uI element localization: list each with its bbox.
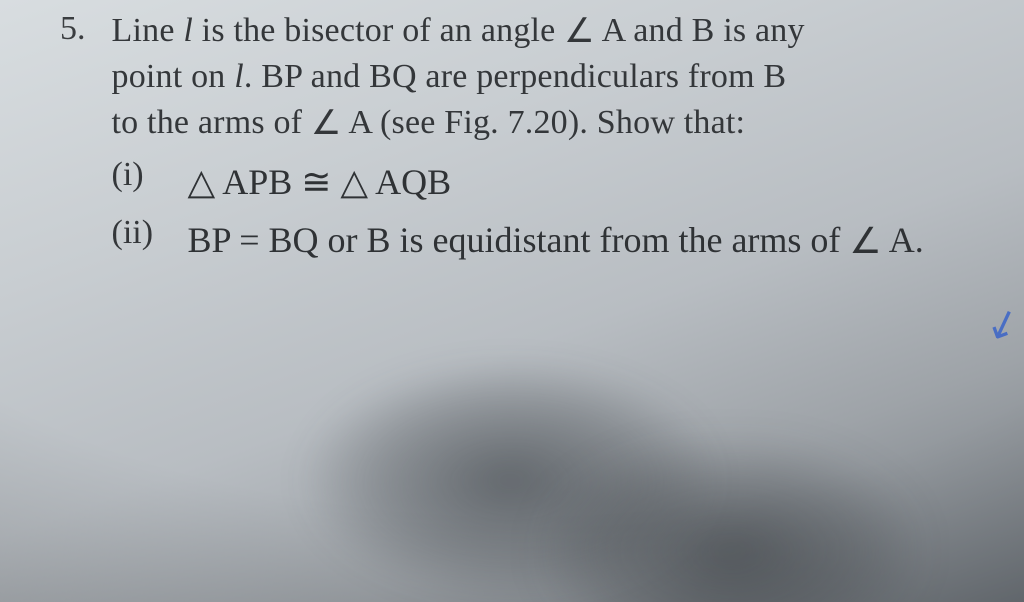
photo-shadow (540, 440, 920, 602)
part-marker: (ii) (112, 214, 170, 252)
stem-line-3: to the arms of ∠ A (see Fig. 7.20). Show… (112, 100, 995, 146)
page-region: 5. Line l is the bisector of an angle ∠ … (60, 8, 994, 266)
stem-line-2: point on l. BP and BQ are perpendiculars… (112, 54, 995, 100)
problem-body: Line l is the bisector of an angle ∠ A a… (112, 8, 995, 266)
part-content: △ APB ≅ △ AQB (188, 156, 995, 208)
part-ii: (ii) BP = BQ or B is equidistant from th… (112, 214, 995, 266)
part-content: BP = BQ or B is equidistant from the arm… (188, 214, 995, 266)
problem-number: 5. (60, 10, 86, 48)
arrow-icon: ↙ (979, 296, 1024, 352)
stem-line-1: Line l is the bisector of an angle ∠ A a… (112, 8, 995, 54)
photo-shadow (300, 360, 720, 600)
part-marker: (i) (112, 156, 170, 194)
part-i: (i) △ APB ≅ △ AQB (112, 156, 995, 208)
problem-5: 5. Line l is the bisector of an angle ∠ … (60, 8, 994, 266)
parts-list: (i) △ APB ≅ △ AQB (ii) BP = BQ or B is e… (112, 156, 995, 266)
